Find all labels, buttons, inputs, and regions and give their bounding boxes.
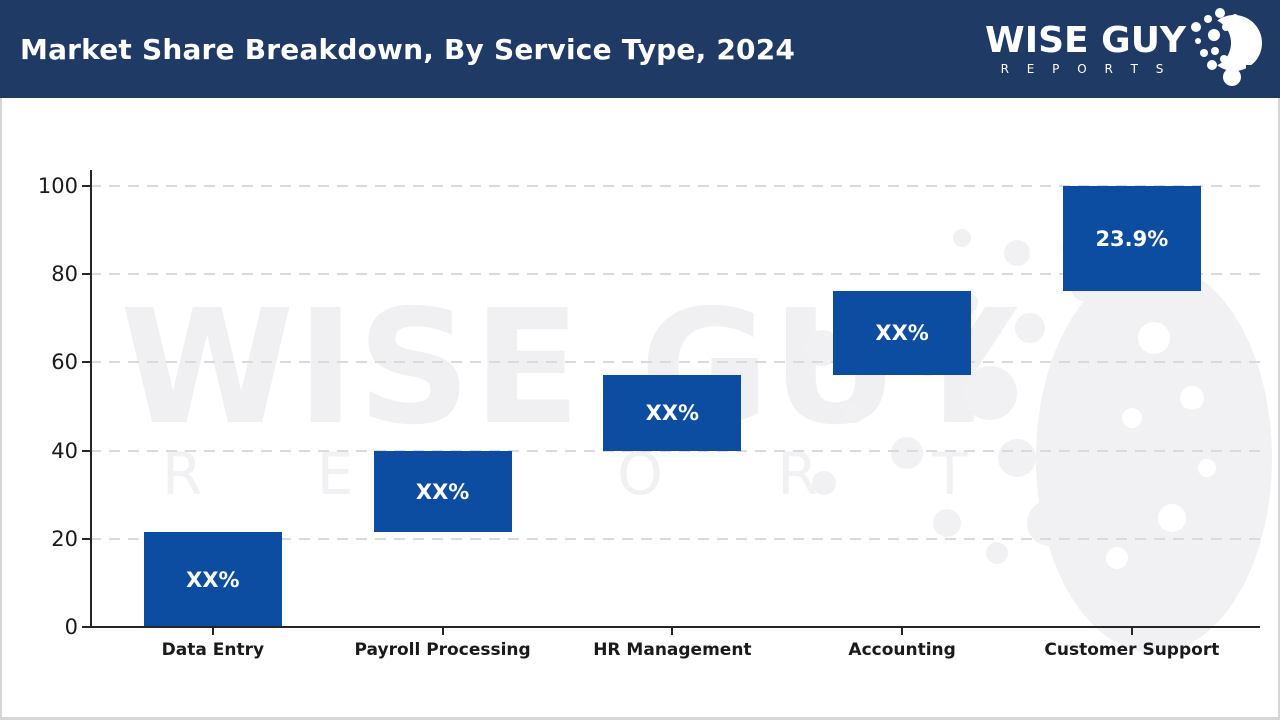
chart-canvas: WISE GUY R E P O R T S — [0, 98, 1280, 720]
bar: 23.9% — [1062, 186, 1201, 292]
y-axis-tick — [82, 273, 90, 276]
y-axis-tick — [82, 185, 90, 187]
brand-head-icon — [1181, 7, 1262, 91]
header-bar: Market Share Breakdown, By Service Type,… — [0, 0, 1280, 98]
x-axis-tick — [1130, 627, 1133, 635]
y-tick-label: 0 — [64, 615, 78, 639]
watermark-head-icon — [762, 218, 1272, 682]
x-tick-label: Data Entry — [161, 640, 265, 660]
brand-name: WISE GUY — [984, 20, 1186, 61]
x-axis-line — [90, 626, 1260, 628]
y-tick-label: 60 — [51, 350, 78, 375]
x-tick-label: Accounting — [848, 640, 956, 660]
bar-value-label: 23.9% — [1095, 226, 1169, 251]
x-tick-label: Customer Support — [1044, 640, 1220, 660]
y-axis-tick — [82, 361, 90, 364]
bar: XX% — [373, 451, 512, 533]
brand-subname: R E P O R T S — [1000, 62, 1171, 76]
bar-value-label: XX% — [415, 479, 470, 504]
gridline — [90, 361, 1260, 364]
bar-value-label: XX% — [875, 321, 929, 346]
y-tick-label: 80 — [51, 262, 78, 287]
gridline — [90, 537, 1260, 540]
bar-value-label: XX% — [645, 401, 700, 426]
x-axis-tick — [671, 627, 674, 635]
bar: XX% — [833, 291, 972, 376]
y-axis-tick — [82, 449, 90, 452]
y-axis-tick — [82, 537, 90, 540]
page-title: Market Share Breakdown, By Service Type,… — [20, 32, 796, 66]
gridline — [90, 273, 1260, 276]
y-tick-label: 40 — [51, 438, 78, 463]
y-tick-label: 20 — [51, 526, 78, 551]
bar: XX% — [143, 532, 282, 627]
bar-value-label: XX% — [186, 567, 240, 592]
y-axis-tick — [82, 626, 90, 628]
bar: XX% — [603, 375, 742, 452]
x-axis-tick — [441, 627, 444, 635]
x-axis-tick — [901, 627, 904, 635]
gridline — [90, 185, 1260, 187]
plot-area: 0 20 40 60 80 100 XX% Data Entry XX% Payroll Proc… — [2, 98, 1278, 717]
y-tick-label: 100 — [37, 174, 78, 198]
x-tick-label: HR Management — [593, 640, 752, 660]
y-axis-line — [90, 170, 92, 627]
x-axis-tick — [211, 627, 214, 635]
brand-logo: WISE GUY R E P O R T S — [985, 7, 1262, 91]
x-tick-label: Payroll Processing — [354, 640, 531, 660]
brand-logo-text: WISE GUY R E P O R T S — [984, 20, 1186, 76]
